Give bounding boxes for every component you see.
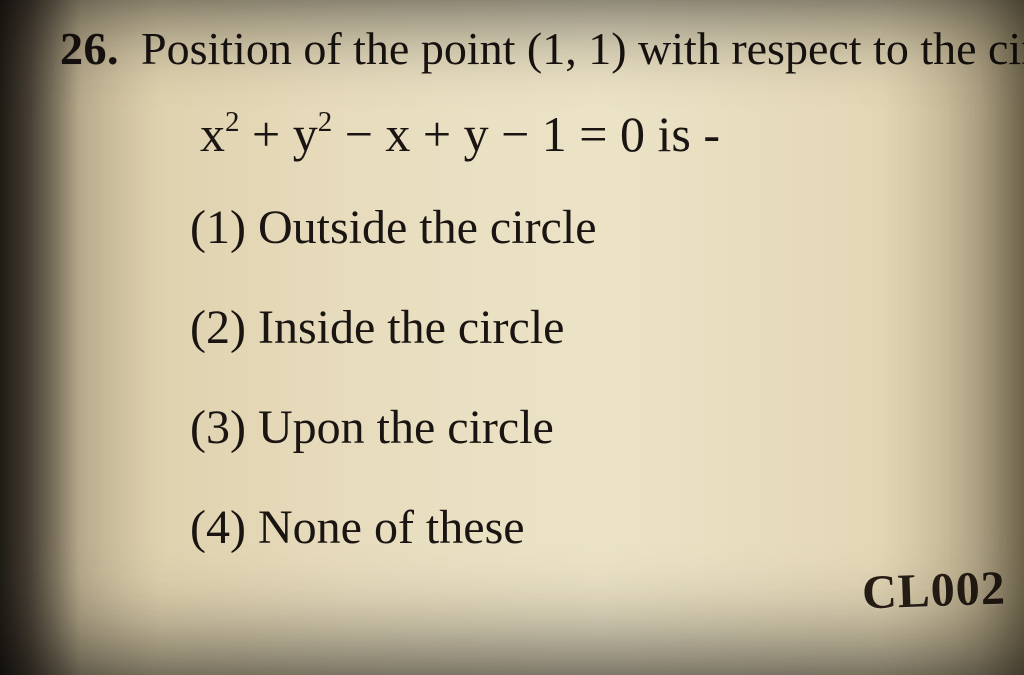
option-1: (1) Outside the circle [190, 204, 984, 252]
question-equation: x2 + y2 − x + y − 1 = 0 is - [60, 104, 984, 164]
option-2: (2) Inside the circle [190, 304, 984, 352]
options-list: (1) Outside the circle (2) Inside the ci… [60, 204, 984, 552]
question-prompt-prefix: Position of the point (1, 1) with respec… [141, 23, 988, 74]
page-watermark: CL002 [861, 560, 1007, 620]
option-3: (3) Upon the circle [190, 404, 984, 452]
question-number: 26. [60, 22, 119, 75]
question-text: Position of the point (1, 1) with respec… [141, 20, 1024, 78]
page: 26. Position of the point (1, 1) with re… [0, 0, 1024, 624]
question-row: 26. Position of the point (1, 1) with re… [60, 20, 984, 78]
question-prompt-cutword: circl [988, 23, 1024, 74]
option-4: (4) None of these [190, 504, 984, 552]
